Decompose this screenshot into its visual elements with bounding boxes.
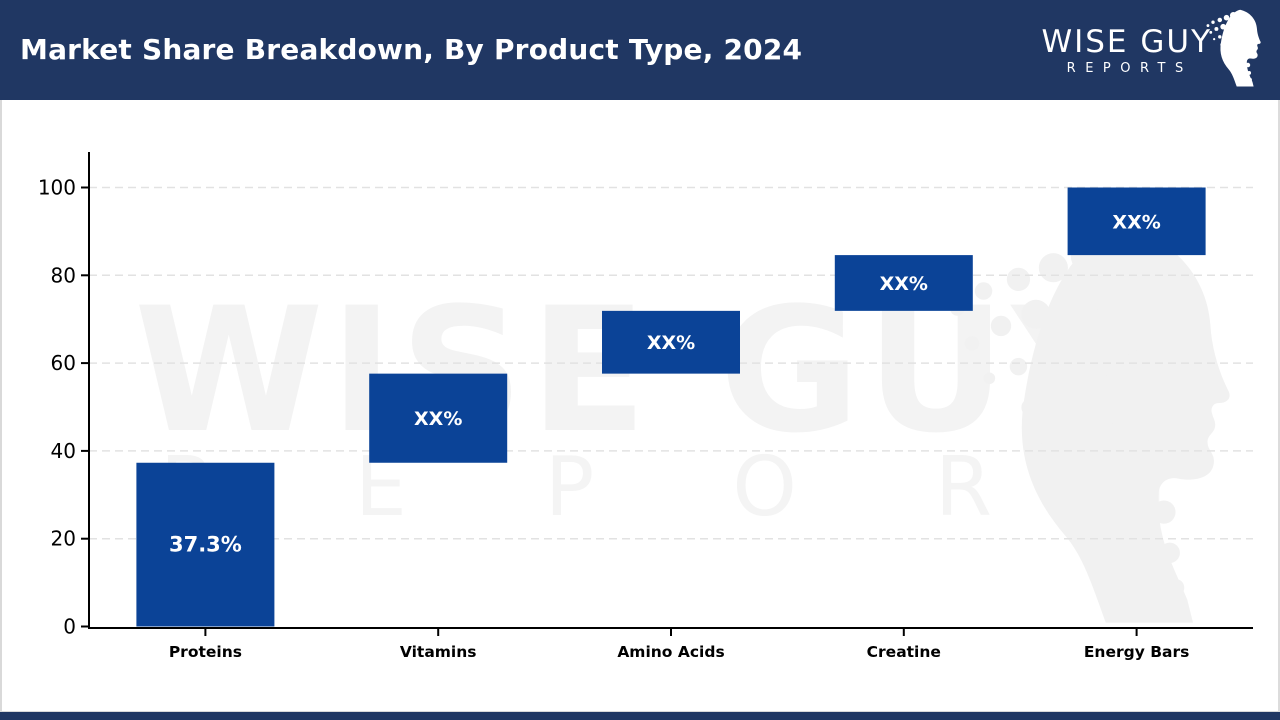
x-category-label: Amino Acids [617,643,724,661]
brand-logo: WISE GUY REPORTS [1041,6,1266,88]
footer-bar [0,712,1280,720]
x-category-label: Creatine [867,643,941,661]
bar-creatine [834,255,973,311]
y-tick-label: 0 [63,615,76,639]
brand-logo-text: WISE GUY REPORTS [1041,24,1212,76]
header-bar: Market Share Breakdown, By Product Type,… [0,0,1280,100]
bar-label: XX% [880,273,928,295]
waterfall-chart: 37.3% Proteins XX% Vitamins XX% Amino Acids XX… [38,152,1253,661]
bar-amino-acids [602,310,740,374]
page-title: Market Share Breakdown, By Product Type,… [20,33,803,66]
y-tick-label: 60 [51,351,76,375]
bar-vitamins [369,373,508,463]
x-category-label: Proteins [169,643,242,661]
bar-proteins [136,462,275,627]
y-tick-label: 20 [51,527,76,551]
chart-area: WISE GUY R E P O R T S 37.3%ProteinsXX%V… [0,100,1280,712]
brand-subtitle: REPORTS [1066,61,1193,76]
brand-head-icon [1206,9,1261,87]
bar-label: 37.3% [169,533,242,557]
bar-energy-bars [1067,187,1206,256]
y-tick-label: 100 [38,176,76,200]
x-category-label: Energy Bars [1084,643,1190,661]
brand-name: WISE GUY [1041,24,1212,60]
bar-label: XX% [647,332,695,354]
bar-label: XX% [414,408,462,430]
bar-label: XX% [1112,211,1160,233]
x-category-label: Vitamins [400,643,477,661]
y-tick-label: 40 [51,439,76,463]
y-tick-label: 80 [51,263,76,287]
